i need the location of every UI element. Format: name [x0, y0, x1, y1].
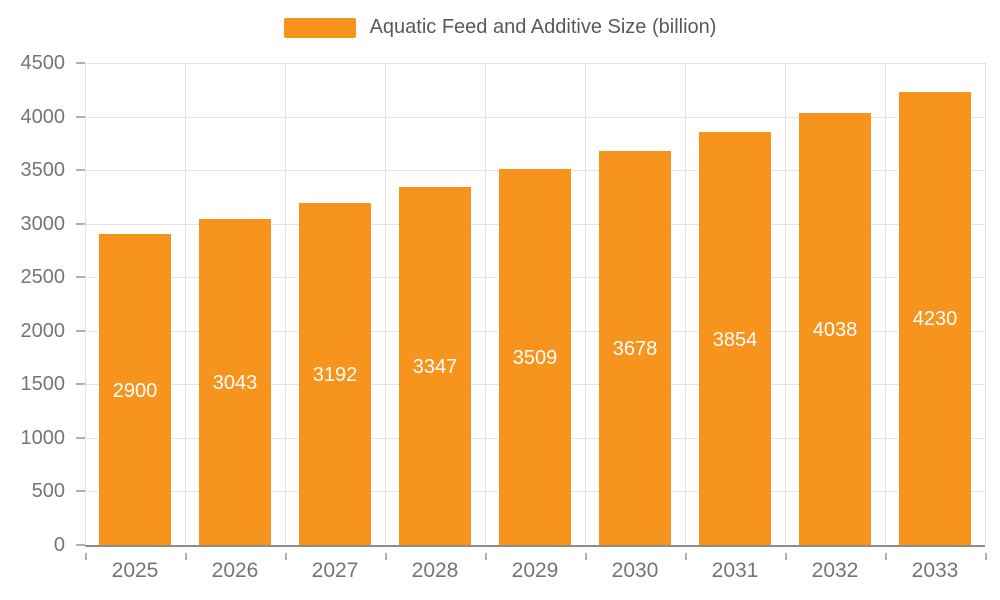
x-tick — [785, 553, 787, 560]
y-tick — [76, 276, 85, 279]
bar-value-label: 3678 — [612, 338, 658, 361]
v-gridline — [85, 63, 86, 545]
x-tick — [85, 553, 87, 560]
plot-area: 2900 3043 3192 3347 3509 3678 3854 4038 4230 — [85, 63, 986, 547]
bar-value-label: 3043 — [212, 372, 258, 395]
y-tick — [76, 115, 85, 118]
v-gridline — [885, 63, 886, 545]
bar-value-label: 3347 — [412, 355, 458, 378]
y-tick — [76, 62, 85, 64]
v-gridline — [585, 63, 586, 545]
y-tick — [76, 329, 85, 332]
bar: 3192 — [299, 203, 371, 545]
v-gridline — [485, 63, 486, 545]
bar: 4038 — [799, 112, 871, 545]
bar: 4230 — [899, 91, 971, 545]
y-tick — [76, 490, 85, 493]
bar: 3509 — [499, 169, 571, 545]
y-tick — [76, 544, 85, 546]
bar: 3678 — [599, 151, 671, 545]
bar: 3854 — [699, 132, 771, 545]
y-tick-label: 4500 — [20, 52, 66, 74]
y-tick-label: 2000 — [20, 319, 66, 342]
x-tick-label: 2031 — [711, 559, 759, 582]
y-tick — [76, 169, 85, 172]
chart-legend[interactable]: Aquatic Feed and Additive Size (billion) — [0, 16, 1000, 39]
x-tick-label: 2030 — [611, 559, 659, 582]
y-tick-label: 1500 — [20, 373, 66, 396]
bar-value-label: 2900 — [112, 379, 158, 402]
x-tick — [685, 553, 687, 560]
v-gridline — [285, 63, 286, 545]
x-tick-label: 2032 — [811, 559, 859, 582]
x-tick-label: 2025 — [111, 559, 159, 582]
x-tick-label: 2028 — [411, 559, 459, 582]
v-gridline — [185, 63, 186, 545]
x-tick — [985, 553, 987, 560]
y-tick — [76, 222, 85, 225]
bar: 3347 — [399, 186, 471, 545]
x-tick-label: 2029 — [511, 559, 559, 582]
y-tick-label: 3500 — [20, 159, 66, 182]
y-axis: 0 500 1000 1500 2000 2500 3000 3500 4000 4500 — [0, 52, 85, 556]
v-gridline — [985, 63, 986, 545]
y-tick — [76, 436, 85, 439]
v-gridline — [785, 63, 786, 545]
bar: 3043 — [199, 219, 271, 545]
bar-value-label: 3509 — [512, 347, 558, 370]
bar-value-label: 4230 — [912, 308, 958, 331]
x-tick — [885, 553, 887, 560]
y-tick-label: 1000 — [20, 426, 66, 449]
x-axis: 2025 2026 2027 2028 2029 2030 2031 2032 2033 — [85, 553, 987, 589]
x-tick-label: 2027 — [311, 559, 359, 582]
y-tick-label: 500 — [31, 480, 65, 503]
y-tick-label: 2500 — [20, 266, 66, 289]
bar-value-label: 4038 — [812, 318, 858, 341]
x-tick — [485, 553, 487, 560]
v-gridline — [385, 63, 386, 545]
legend-swatch — [283, 17, 356, 38]
x-tick — [585, 553, 587, 560]
bar: 2900 — [99, 234, 171, 545]
x-tick — [285, 553, 287, 560]
y-tick-label: 0 — [53, 534, 65, 556]
h-gridline — [85, 116, 985, 118]
x-tick-label: 2033 — [911, 559, 959, 582]
y-tick-label: 3000 — [20, 212, 66, 235]
chart-title: Aquatic Feed and Additive Size (billion) — [369, 16, 717, 38]
h-gridline — [85, 63, 985, 64]
x-tick-label: 2026 — [211, 559, 259, 582]
y-tick — [76, 383, 85, 386]
x-tick — [385, 553, 387, 560]
y-tick-label: 4000 — [20, 105, 66, 128]
x-tick — [185, 553, 187, 560]
v-gridline — [685, 63, 686, 545]
bar-value-label: 3854 — [712, 328, 758, 351]
bar-value-label: 3192 — [312, 364, 358, 387]
